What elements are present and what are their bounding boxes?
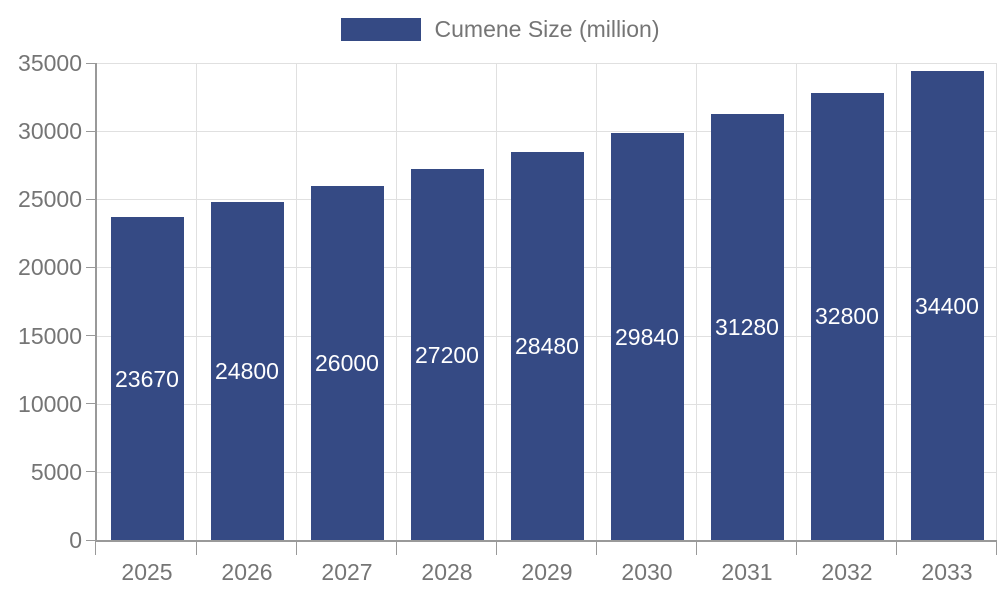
x-axis-tick bbox=[296, 540, 297, 555]
x-tick-label: 2032 bbox=[821, 559, 873, 585]
bar bbox=[610, 133, 684, 540]
bar-value-label: 32800 bbox=[815, 303, 879, 330]
bar bbox=[910, 71, 984, 540]
y-axis-tick bbox=[86, 471, 95, 473]
x-tick-label: 2027 bbox=[321, 559, 373, 585]
y-axis-tick bbox=[86, 266, 95, 268]
x-tick-label: 2026 bbox=[221, 559, 273, 585]
vertical-gridline bbox=[496, 63, 497, 540]
x-axis-tick bbox=[95, 540, 96, 555]
bar-value-label: 29840 bbox=[615, 323, 679, 350]
y-tick-label: 0 bbox=[69, 527, 82, 553]
y-axis-tick bbox=[86, 539, 95, 541]
bar bbox=[810, 92, 884, 540]
x-tick-label: 2025 bbox=[121, 559, 173, 585]
x-axis-tick bbox=[696, 540, 697, 555]
vertical-gridline bbox=[196, 63, 197, 540]
y-tick-label: 10000 bbox=[18, 390, 82, 417]
bar-value-label: 34400 bbox=[915, 292, 979, 319]
bar-value-label: 24800 bbox=[215, 358, 279, 384]
y-tick-label: 15000 bbox=[18, 322, 82, 349]
vertical-gridline bbox=[596, 63, 597, 540]
vertical-gridline bbox=[796, 63, 797, 540]
legend-label: Cumene Size (million) bbox=[434, 16, 660, 42]
x-axis-tick bbox=[496, 540, 497, 555]
x-axis-tick bbox=[896, 540, 897, 555]
bar-value-label: 27200 bbox=[415, 341, 479, 368]
legend-swatch-icon bbox=[340, 18, 421, 41]
bar bbox=[310, 185, 384, 540]
bar bbox=[210, 202, 284, 540]
x-axis-tick bbox=[396, 540, 397, 555]
y-axis-tick bbox=[86, 403, 95, 405]
bar-value-label: 26000 bbox=[315, 349, 379, 376]
x-axis-tick bbox=[796, 540, 797, 555]
bar bbox=[710, 113, 784, 540]
bar-value-label: 31280 bbox=[715, 313, 779, 340]
x-tick-label: 2028 bbox=[421, 559, 473, 585]
y-axis-tick bbox=[86, 62, 95, 64]
x-tick-label: 2033 bbox=[921, 559, 973, 585]
x-axis-tick bbox=[196, 540, 197, 555]
bar bbox=[110, 217, 184, 540]
bar-value-label: 23670 bbox=[115, 365, 179, 392]
x-tick-label: 2031 bbox=[721, 559, 773, 585]
y-tick-label: 30000 bbox=[18, 118, 82, 145]
y-tick-label: 25000 bbox=[18, 186, 82, 213]
bar bbox=[510, 151, 584, 540]
vertical-gridline bbox=[396, 63, 397, 540]
x-axis-tick bbox=[996, 540, 997, 555]
x-tick-label: 2030 bbox=[621, 559, 673, 585]
vertical-gridline bbox=[696, 63, 697, 540]
bar bbox=[410, 169, 484, 540]
vertical-gridline bbox=[996, 63, 997, 540]
horizontal-gridline bbox=[97, 63, 997, 64]
y-tick-label: 35000 bbox=[18, 50, 82, 76]
x-axis-tick bbox=[596, 540, 597, 555]
y-tick-label: 20000 bbox=[18, 254, 82, 281]
vertical-gridline bbox=[296, 63, 297, 540]
vertical-gridline bbox=[896, 63, 897, 540]
x-tick-label: 2029 bbox=[521, 559, 573, 585]
legend[interactable]: Cumene Size (million) bbox=[0, 16, 1000, 43]
plot-area: 0 5000 10000 15000 20000 25000 30000 35000 23670… bbox=[18, 50, 997, 585]
y-axis-tick bbox=[86, 335, 95, 337]
bar-value-label: 28480 bbox=[515, 332, 579, 359]
horizontal-gridline bbox=[97, 131, 997, 133]
y-axis-tick bbox=[86, 130, 95, 132]
y-axis-tick bbox=[86, 198, 95, 200]
y-tick-label: 5000 bbox=[30, 458, 82, 485]
